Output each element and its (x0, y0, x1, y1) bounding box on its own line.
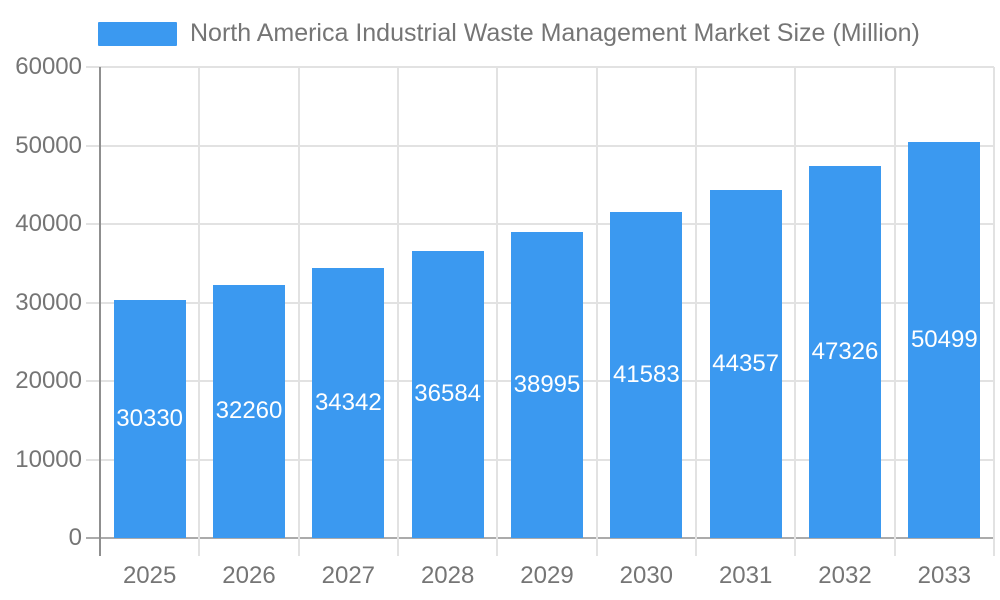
v-gridline (297, 67, 300, 556)
h-gridline (86, 66, 994, 68)
bar-value-label: 41583 (612, 360, 680, 388)
y-tick-label: 0 (68, 524, 82, 551)
x-tick-label: 2026 (222, 562, 276, 589)
bar[interactable]: 50499 (908, 141, 981, 538)
bar[interactable]: 44357 (709, 189, 782, 538)
x-tick-label: 2033 (917, 562, 972, 589)
baseline (86, 537, 994, 539)
bar[interactable]: 32260 (213, 284, 285, 538)
y-tick-label: 40000 (15, 210, 82, 237)
v-gridline (595, 67, 598, 556)
bar-value-label: 30330 (116, 404, 184, 432)
x-tick-label: 2029 (520, 562, 574, 589)
v-gridline (794, 67, 797, 556)
bar[interactable]: 41583 (610, 211, 683, 538)
bar-value-label: 34342 (314, 389, 382, 417)
bar-value-label: 47326 (811, 338, 879, 366)
v-gridline (496, 67, 499, 556)
bar-value-label: 50499 (910, 325, 978, 353)
bar-value-label: 32260 (215, 397, 283, 425)
bar-value-label: 36584 (414, 380, 482, 408)
legend[interactable]: North America Industrial Waste Managemen… (98, 19, 920, 48)
y-tick-label: 20000 (15, 367, 82, 394)
x-tick-label: 2028 (420, 562, 475, 589)
y-tick-label: 10000 (15, 445, 82, 473)
x-tick-label: 2027 (321, 562, 376, 589)
legend-label: North America Industrial Waste Managemen… (190, 19, 920, 47)
v-gridline (893, 67, 896, 556)
bar[interactable]: 36584 (411, 250, 484, 538)
bar[interactable]: 38995 (511, 231, 583, 538)
v-gridline (695, 67, 697, 556)
bar[interactable]: 30330 (113, 299, 186, 538)
y-tick-label: 30000 (15, 288, 82, 316)
bar[interactable]: 34342 (312, 268, 385, 538)
h-gridline (86, 223, 994, 225)
v-gridline (993, 67, 995, 556)
y-tick-label: 50000 (15, 131, 82, 159)
bar-value-label: 44357 (712, 349, 780, 377)
x-tick-label: 2032 (818, 562, 872, 589)
y-tick-label: 60000 (15, 53, 82, 80)
v-gridline (198, 67, 201, 556)
h-gridline (86, 144, 994, 147)
bar-value-label: 38995 (513, 370, 581, 398)
v-gridline (397, 67, 399, 556)
bar[interactable]: 47326 (809, 166, 881, 538)
x-tick-label: 2031 (718, 562, 773, 589)
y-axis-line (99, 67, 101, 556)
x-tick-label: 2030 (619, 562, 674, 589)
x-tick-label: 2025 (122, 562, 177, 589)
legend-swatch-icon (98, 21, 177, 46)
